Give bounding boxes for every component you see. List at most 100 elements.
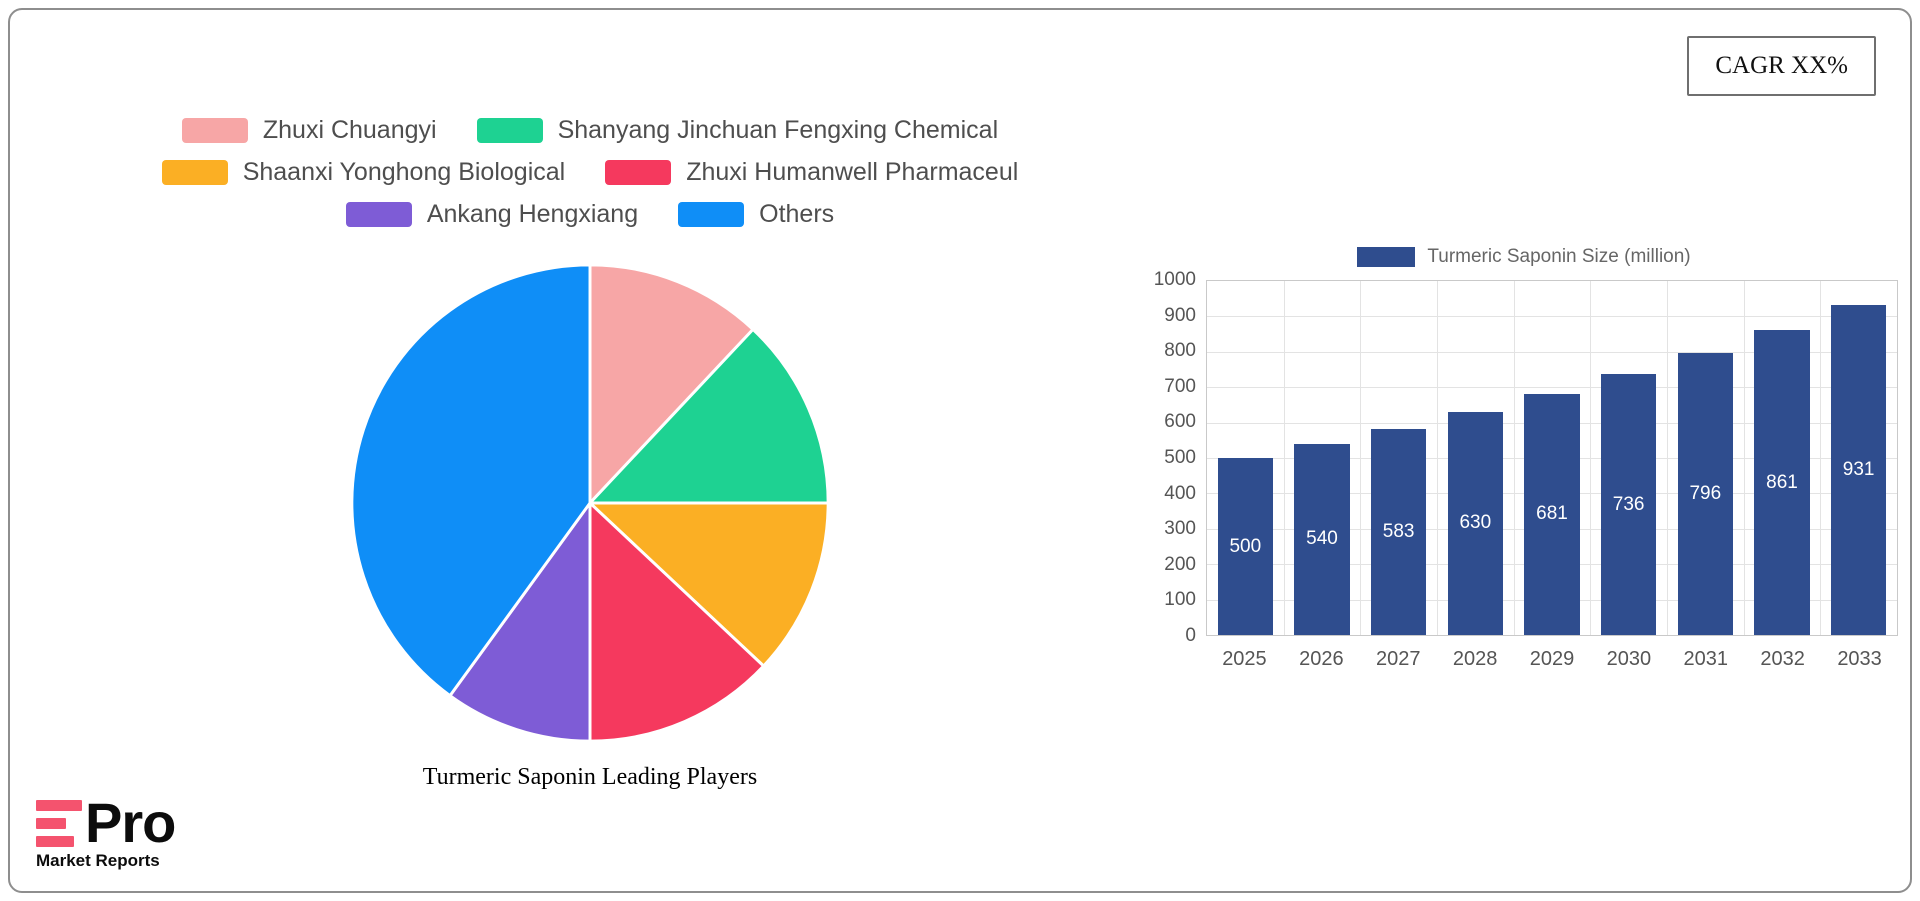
legend-swatch <box>181 118 248 143</box>
bar-cell: 500 <box>1207 281 1284 635</box>
cagr-label: CAGR XX% <box>1715 52 1848 79</box>
cagr-badge: CAGR XX% <box>1687 36 1876 96</box>
legend-item-shanyang-jinchuan[interactable]: Shanyang Jinchuan Fengxing Chemical <box>476 116 999 145</box>
y-axis-label: 200 <box>1164 553 1196 575</box>
gridline <box>1207 316 1897 318</box>
bar-2028[interactable]: 630 <box>1447 411 1503 635</box>
pie-slice[interactable] <box>448 501 592 743</box>
pie-legend-row-2: Shaanxi Yonghong Biological Zhuxi Humanw… <box>161 158 1018 187</box>
bar-cell: 540 <box>1284 281 1361 635</box>
x-axis: 2025 2026 2027 2028 2029 2030 2031 2032 2033 <box>1206 648 1898 671</box>
logo-title: Pro <box>85 791 176 854</box>
bar-cell: 630 <box>1437 281 1514 635</box>
y-axis-label: 800 <box>1164 340 1196 362</box>
bar-value-label: 630 <box>1459 512 1492 534</box>
legend-label: Zhuxi Humanwell Pharmaceul <box>686 158 1019 186</box>
x-axis-label: 2025 <box>1222 648 1267 670</box>
y-axis-label: 900 <box>1164 304 1196 326</box>
bar-2030[interactable]: 736 <box>1601 374 1657 635</box>
bar-2033[interactable]: 931 <box>1831 305 1887 635</box>
legend-item-shaanxi-yonghong[interactable]: Shaanxi Yonghong Biological <box>161 158 566 187</box>
legend-item-zhuxi-chuangyi[interactable]: Zhuxi Chuangyi <box>181 116 437 145</box>
bar-2026[interactable]: 540 <box>1294 443 1350 635</box>
legend-swatch <box>161 160 228 185</box>
bar-value-label: 540 <box>1306 528 1338 550</box>
bar-legend-swatch <box>1357 247 1416 267</box>
bar-legend-label: Turmeric Saponin Size (million) <box>1427 246 1691 267</box>
gridline <box>1667 281 1668 635</box>
gridline <box>1360 281 1362 635</box>
legend-item-others[interactable]: Others <box>678 200 834 229</box>
x-axis-label: 2030 <box>1606 648 1652 670</box>
gridline <box>1283 281 1285 635</box>
x-axis-label: 2027 <box>1375 648 1421 670</box>
x-axis-label: 2029 <box>1529 648 1575 670</box>
bar-2027[interactable]: 583 <box>1371 428 1427 635</box>
y-axis-label: 600 <box>1164 411 1196 433</box>
pie-slice[interactable] <box>588 501 830 668</box>
logo-row: Pro <box>36 791 176 854</box>
bar-2031[interactable]: 796 <box>1677 353 1733 635</box>
legend-swatch <box>605 160 672 185</box>
legend-swatch <box>345 202 412 227</box>
legend-label: Zhuxi Chuangyi <box>262 116 437 144</box>
bar-value-label: 796 <box>1689 483 1722 505</box>
y-axis-label: 500 <box>1164 447 1196 468</box>
pie-slice[interactable] <box>588 327 830 505</box>
pie-slice[interactable] <box>588 501 766 743</box>
gridline <box>1743 281 1745 635</box>
pie-chart <box>345 258 835 748</box>
y-axis-label: 300 <box>1164 518 1196 540</box>
pie-chart-panel: Zhuxi Chuangyi Shanyang Jinchuan Fengxin… <box>110 116 1070 791</box>
y-axis-label: 700 <box>1164 375 1196 397</box>
gridline <box>1820 281 1822 635</box>
bar-2029[interactable]: 681 <box>1524 393 1580 635</box>
bar-value-label: 583 <box>1382 520 1415 542</box>
x-axis-label: 2026 <box>1299 648 1344 670</box>
bar-cell: 583 <box>1360 281 1437 635</box>
legend-label: Shaanxi Yonghong Biological <box>242 158 566 186</box>
gridline <box>1590 281 1592 635</box>
logo-bars-icon <box>36 799 82 847</box>
bar-value-label: 736 <box>1612 493 1645 515</box>
gridline <box>1207 351 1897 353</box>
bar-chart-panel: Turmeric Saponin Size (million) 0 100 200 3… <box>1150 246 1898 671</box>
pie-slice[interactable] <box>588 263 755 505</box>
legend-label: Others <box>759 200 835 228</box>
pie-svg <box>350 263 830 743</box>
legend-item-zhuxi-humanwell[interactable]: Zhuxi Humanwell Pharmaceul <box>605 158 1018 187</box>
gridline <box>1513 281 1515 635</box>
gridline <box>1437 281 1438 635</box>
bar-cell: 681 <box>1514 281 1591 635</box>
bar-value-label: 681 <box>1536 503 1568 525</box>
y-axis-label: 400 <box>1164 482 1196 504</box>
bar-value-label: 931 <box>1842 459 1875 481</box>
bar-cell: 861 <box>1744 281 1821 635</box>
pie-legend-row-1: Zhuxi Chuangyi Shanyang Jinchuan Fengxin… <box>181 116 999 145</box>
legend-item-ankang-hengxiang[interactable]: Ankang Hengxiang <box>345 200 639 229</box>
bar-cell: 931 <box>1820 281 1897 635</box>
bar-legend[interactable]: Turmeric Saponin Size (million) <box>1150 246 1898 268</box>
pie-slice[interactable] <box>350 263 592 698</box>
bar-2025[interactable]: 500 <box>1217 458 1273 635</box>
plot-area: 500 540 583 630 681 736 796 861 931 <box>1206 280 1898 636</box>
legend-label: Shanyang Jinchuan Fengxing Chemical <box>557 116 999 144</box>
bar-2032[interactable]: 861 <box>1754 330 1810 635</box>
logo-subtitle: Market Reports <box>36 851 160 871</box>
pie-legend-row-3: Ankang Hengxiang Others <box>345 200 834 229</box>
legend-swatch <box>678 202 745 227</box>
bar-value-label: 500 <box>1229 535 1262 557</box>
bar-cell: 796 <box>1667 281 1744 635</box>
x-axis-label: 2028 <box>1452 648 1498 670</box>
y-axis: 0 100 200 300 400 500 600 700 800 900 1000 <box>1150 269 1206 646</box>
x-axis-label: 2031 <box>1683 648 1729 670</box>
y-axis-label: 1000 <box>1153 269 1196 290</box>
y-axis-label: 100 <box>1164 589 1196 611</box>
brand-logo: Pro Market Reports <box>36 791 176 871</box>
gridline <box>1207 387 1897 389</box>
bar-value-label: 861 <box>1766 471 1798 493</box>
x-axis-label: 2033 <box>1837 648 1882 670</box>
bar-chart: 0 100 200 300 400 500 600 700 800 900 1000 500 540 5… <box>1150 269 1898 646</box>
legend-label: Ankang Hengxiang <box>426 200 639 228</box>
